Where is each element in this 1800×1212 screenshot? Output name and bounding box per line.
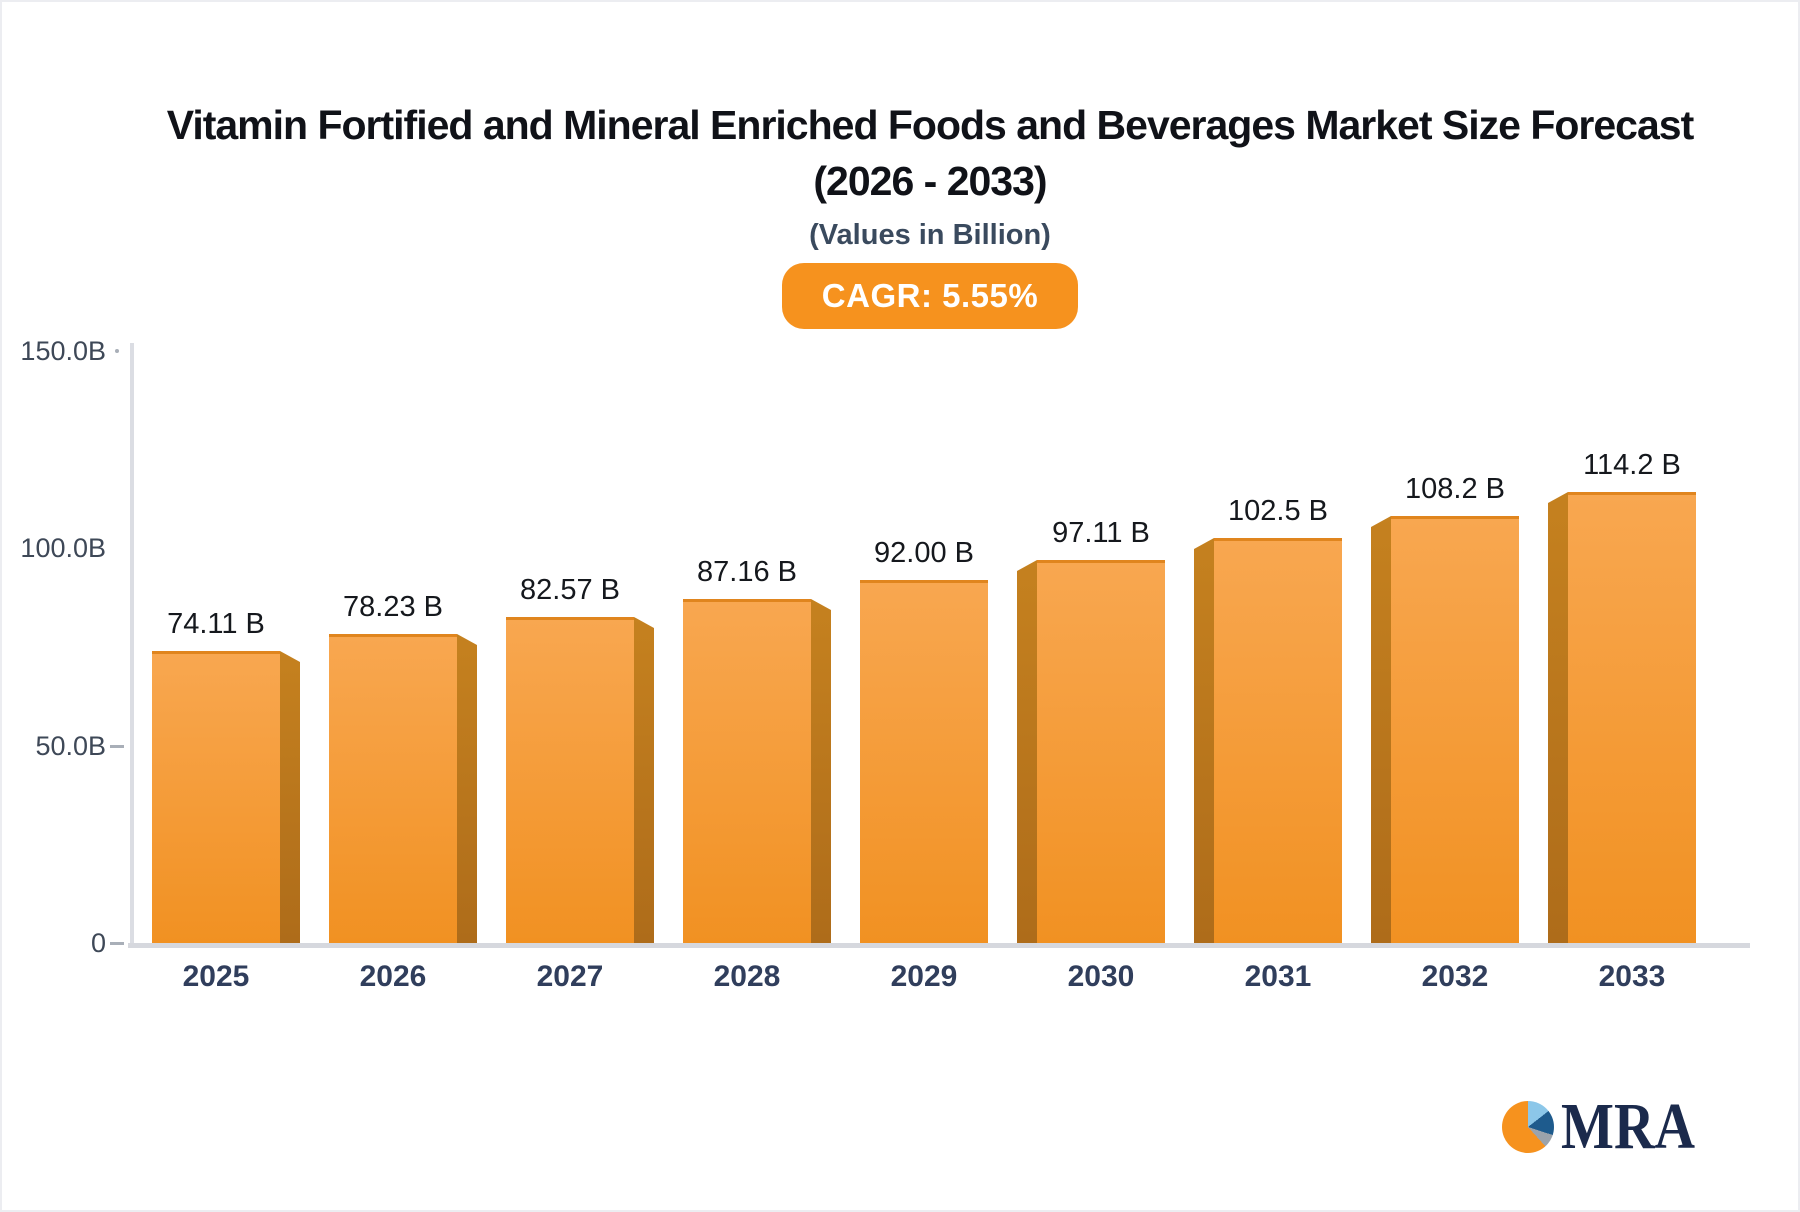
bar-value-label-2032: 108.2 B <box>1405 473 1505 505</box>
y-axis-tick-label: 0 <box>90 928 106 958</box>
x-axis-label-2031: 2031 <box>1244 960 1312 993</box>
bar-side-face-2028 <box>811 599 831 943</box>
bar-2029 <box>860 580 988 943</box>
logo-wordmark: MRA <box>1561 1090 1695 1163</box>
y-axis-line <box>130 343 134 943</box>
x-axis-label-2025: 2025 <box>182 960 250 993</box>
bar-value-label-2028: 87.16 B <box>697 556 797 588</box>
bar-value-label-2029: 92.00 B <box>874 537 974 569</box>
bar-2031 <box>1214 538 1342 943</box>
y-axis-tick-mark <box>115 349 119 353</box>
y-axis-tick-mark <box>110 942 124 945</box>
x-axis-label-2032: 2032 <box>1421 960 1489 993</box>
x-axis-label-2033: 2033 <box>1598 960 1666 993</box>
chart-title-line2: (2026 - 2033) <box>813 158 1047 204</box>
bar-2028 <box>683 599 811 943</box>
bar-side-face-2030 <box>1017 560 1037 943</box>
x-axis-label-2027: 2027 <box>536 960 604 993</box>
bar-2027 <box>506 617 634 943</box>
cagr-badge: CAGR: 5.55% <box>781 263 1079 329</box>
x-axis-line <box>128 943 1750 948</box>
y-axis-tick-label: 150.0B <box>20 336 106 366</box>
x-axis-label-2028: 2028 <box>713 960 781 993</box>
bar-side-face-2031 <box>1194 538 1214 943</box>
bar-side-face-2026 <box>457 634 477 943</box>
bar-value-label-2025: 74.11 B <box>167 608 265 640</box>
bar-value-label-2026: 78.23 B <box>343 591 443 623</box>
x-axis-label-2026: 2026 <box>359 960 427 993</box>
bar-side-face-2025 <box>280 651 300 943</box>
y-axis-tick-mark <box>110 744 124 748</box>
bar-value-label-2033: 114.2 B <box>1583 449 1681 481</box>
x-axis-label-2030: 2030 <box>1067 960 1135 993</box>
mra-logo: MRA <box>1502 1090 1719 1163</box>
x-axis-label-2029: 2029 <box>890 960 958 993</box>
bar-side-face-2027 <box>634 617 654 943</box>
bar-value-label-2027: 82.57 B <box>520 574 620 606</box>
bar-value-label-2031: 102.5 B <box>1228 495 1328 527</box>
pie-chart-logo-icon <box>1502 1101 1554 1153</box>
bar-2025 <box>152 651 280 943</box>
chart-subtitle: (Values in Billion) <box>809 219 1051 251</box>
bar-2033 <box>1568 492 1696 943</box>
bar-2032 <box>1391 516 1519 943</box>
bar-side-face-2032 <box>1371 516 1391 943</box>
y-axis-tick-label: 50.0B <box>35 730 106 761</box>
chart-header: Vitamin Fortified and Mineral Enriched F… <box>62 97 1798 329</box>
y-axis-tick-label: 100.0B <box>20 533 106 564</box>
bar-side-face-2033 <box>1548 492 1568 943</box>
chart-title-line1: Vitamin Fortified and Mineral Enriched F… <box>166 102 1695 148</box>
bar-2026 <box>329 634 457 943</box>
bar-2030 <box>1037 560 1165 943</box>
bar-value-label-2030: 97.11 B <box>1052 517 1150 549</box>
